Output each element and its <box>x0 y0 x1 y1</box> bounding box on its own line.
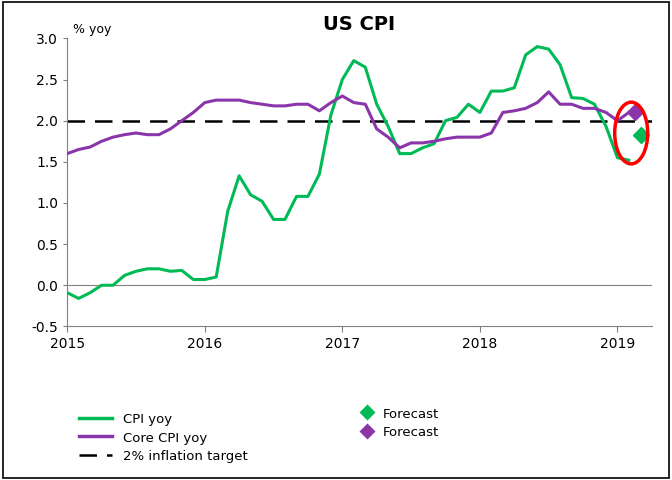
Text: % yoy: % yoy <box>73 23 112 36</box>
Legend: Forecast, Forecast: Forecast, Forecast <box>356 402 444 444</box>
Legend: CPI yoy, Core CPI yoy, 2% inflation target: CPI yoy, Core CPI yoy, 2% inflation targ… <box>74 407 253 468</box>
Title: US CPI: US CPI <box>323 15 396 34</box>
